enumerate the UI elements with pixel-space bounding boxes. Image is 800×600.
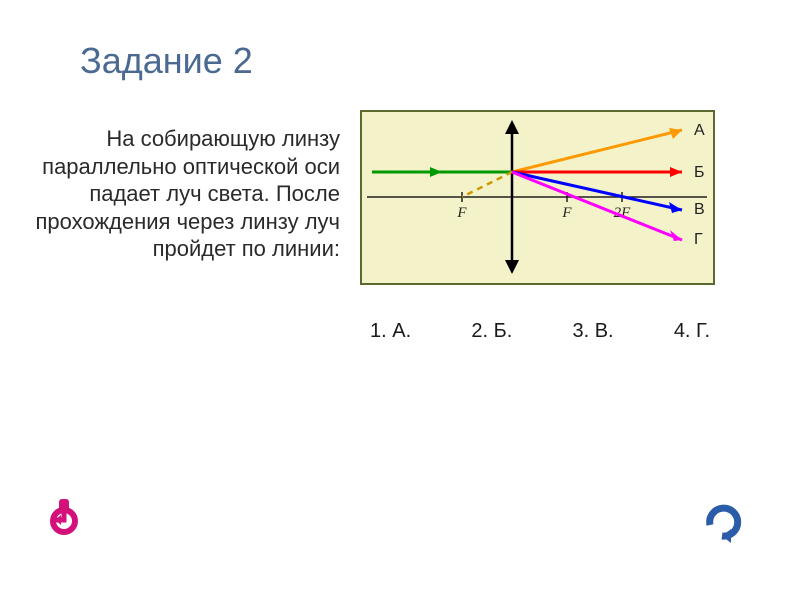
ray-V <box>512 172 682 210</box>
return-button[interactable] <box>700 500 745 545</box>
label-G: Г <box>694 231 703 248</box>
dashed-ray <box>462 172 512 197</box>
question-text: На собирающую линзу параллельно оптическ… <box>0 125 340 263</box>
info-back-icon <box>42 497 87 542</box>
page-title: Задание 2 <box>80 40 253 82</box>
back-button[interactable] <box>42 497 87 542</box>
lens-arrow-down <box>505 260 519 274</box>
answer-4[interactable]: 4. Г. <box>674 320 710 343</box>
tick-F-pos: F <box>561 205 572 221</box>
label-B: Б <box>694 164 705 181</box>
answer-1[interactable]: 1. А. <box>370 320 411 343</box>
tick-F-neg: F <box>456 205 467 221</box>
ray-G <box>512 172 682 240</box>
answer-row: 1. А. 2. Б. 3. В. 4. Г. <box>370 320 710 343</box>
diagram-svg: F F 2F А Б В Г <box>362 112 713 283</box>
answer-2[interactable]: 2. Б. <box>471 320 512 343</box>
ray-A <box>512 130 682 172</box>
incident-arrow <box>430 167 442 177</box>
lens-arrow-up <box>505 120 519 134</box>
answer-3[interactable]: 3. В. <box>572 320 613 343</box>
optics-diagram: F F 2F А Б В Г <box>360 110 715 285</box>
return-icon <box>700 500 745 545</box>
label-V: В <box>694 201 705 218</box>
label-A: А <box>694 122 705 139</box>
